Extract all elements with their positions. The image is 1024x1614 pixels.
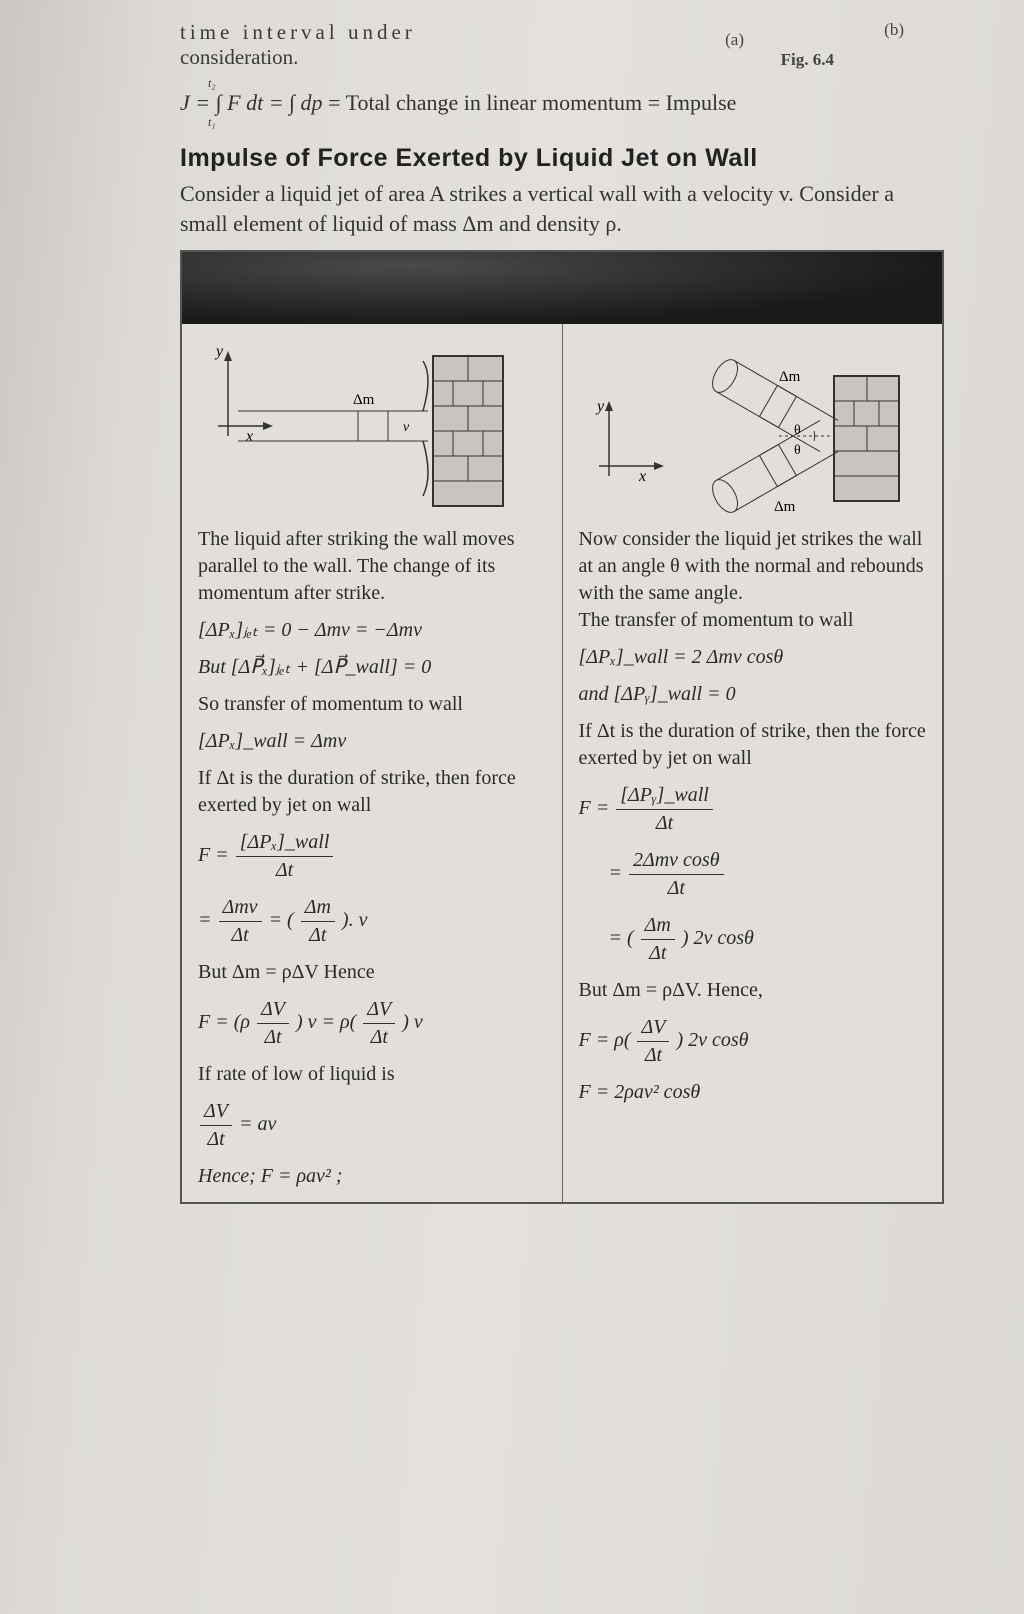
left-eq1: [ΔPₓ]ⱼₑₜ = 0 − Δmv = −Δmv: [198, 617, 546, 644]
req4-num: 2Δmv cosθ: [629, 847, 724, 875]
eq6-den2: Δt: [363, 1024, 395, 1051]
right-eq5: = ( ΔmΔt ) 2v cosθ: [609, 912, 927, 967]
box-top-bar: [182, 252, 942, 324]
svg-text:v: v: [403, 420, 410, 435]
left-diagram: y x Δm: [198, 336, 546, 516]
req5-post: ) 2v cosθ: [682, 927, 754, 949]
wall-bricks-right: [834, 376, 899, 501]
eq5-den2: Δt: [301, 922, 335, 949]
right-eq4: = 2Δmv cosθΔt: [609, 847, 927, 902]
req5-num: Δm: [641, 912, 675, 940]
svg-text:y: y: [595, 398, 605, 415]
right-eq6: F = ρ( ΔVΔt ) 2v cosθ: [579, 1014, 927, 1069]
dm-label-left: Δm: [353, 392, 375, 408]
req4-pre: =: [609, 862, 623, 884]
eq5-pre: =: [198, 909, 212, 931]
fig-caption: Fig. 6.4: [781, 50, 834, 70]
eq7-den: Δt: [200, 1126, 232, 1153]
right-column: y x: [563, 324, 943, 1202]
req6-den: Δt: [637, 1042, 669, 1069]
req3-lhs: F =: [579, 797, 610, 819]
fig-b-label: (b): [884, 20, 904, 40]
header-block: time interval under consideration. (a) (…: [180, 20, 944, 70]
left-p2: So transfer of momentum to wall: [198, 691, 546, 718]
impulse-lhs: J = ∫ F dt = ∫ dp: [180, 90, 323, 115]
eq6-mid: ) v = ρ(: [296, 1011, 356, 1033]
left-p3: If Δt is the duration of strike, then fo…: [198, 765, 546, 819]
req6-num: ΔV: [637, 1014, 669, 1042]
svg-text:Δm: Δm: [779, 369, 801, 385]
req3-num: [ΔPᵧ]_wall: [616, 782, 713, 810]
req6-post: ) 2v cosθ: [676, 1029, 748, 1051]
axis-x-label: x: [245, 428, 253, 445]
right-eq7: F = 2ρav² cosθ: [579, 1079, 927, 1106]
eq7-num: ΔV: [200, 1098, 232, 1126]
eq4-lhs: F =: [198, 844, 229, 866]
impulse-equation: t₂ t₁ J = ∫ F dt = ∫ dp = Total change i…: [180, 90, 944, 116]
right-p1: Now consider the liquid jet strikes the …: [579, 526, 927, 607]
fig-a-label: (a): [725, 30, 744, 50]
eq6-num2: ΔV: [363, 996, 395, 1024]
eq5-mid: = (: [269, 909, 294, 931]
columns: y x Δm: [182, 324, 942, 1202]
left-eq5: = ΔmvΔt = ( ΔmΔt ). v: [198, 894, 546, 949]
left-column: y x Δm: [182, 324, 563, 1202]
wall-bricks-left: [433, 356, 503, 506]
eq6-den1: Δt: [257, 1024, 289, 1051]
right-p2: The transfer of momentum to wall: [579, 607, 927, 634]
right-diagram: y x: [579, 336, 927, 516]
section-title: Impulse of Force Exerted by Liquid Jet o…: [180, 144, 944, 173]
derivation-box: y x Δm: [180, 250, 944, 1204]
eq6-post: ) v: [402, 1011, 423, 1033]
axis-y-label: y: [214, 343, 224, 360]
left-eq6: F = (ρ ΔVΔt ) v = ρ( ΔVΔt ) v: [198, 996, 546, 1051]
eq4-num: [ΔPₓ]_wall: [236, 829, 334, 857]
req3-den: Δt: [616, 810, 713, 837]
eq6-pre: F = (ρ: [198, 1011, 250, 1033]
svg-text:Δm: Δm: [774, 499, 796, 515]
left-p4: But Δm = ρΔV Hence: [198, 959, 546, 986]
req6-pre: F = ρ(: [579, 1029, 631, 1051]
int-upper-1: t₂: [208, 76, 216, 91]
right-p3: If Δt is the duration of strike, then th…: [579, 718, 927, 772]
right-p4: But Δm = ρΔV. Hence,: [579, 977, 927, 1004]
right-eq2: and [ΔPᵧ]_wall = 0: [579, 681, 927, 708]
eq6-num1: ΔV: [257, 996, 289, 1024]
left-eq3: [ΔPₓ]_wall = Δmv: [198, 728, 546, 755]
left-p1: The liquid after striking the wall moves…: [198, 526, 546, 607]
page-container: time interval under consideration. (a) (…: [0, 0, 1024, 1614]
int-lower-1: t₁: [208, 115, 216, 130]
left-p6: Hence; F = ρav² ;: [198, 1163, 546, 1190]
eq5-num1: Δmv: [219, 894, 262, 922]
section-intro: Consider a liquid jet of area A strikes …: [180, 179, 944, 238]
left-eq4: F = [ΔPₓ]_wallΔt: [198, 829, 546, 884]
eq5-num2: Δm: [301, 894, 335, 922]
svg-text:θ: θ: [794, 443, 801, 458]
req5-pre: = (: [609, 927, 634, 949]
eq7-rhs: = av: [239, 1113, 276, 1135]
top-line-1: time interval under: [180, 20, 944, 45]
left-p5: If rate of low of liquid is: [198, 1061, 546, 1088]
left-eq2: But [ΔP⃗ₓ]ⱼₑₜ + [ΔP⃗_wall] = 0: [198, 654, 546, 681]
right-eq3: F = [ΔPᵧ]_wallΔt: [579, 782, 927, 837]
req4-den: Δt: [629, 875, 724, 902]
impulse-rhs: = Total change in linear momentum = Impu…: [328, 90, 736, 115]
req5-den: Δt: [641, 940, 675, 967]
eq5-post: ). v: [342, 909, 368, 931]
right-eq1: [ΔPₓ]_wall = 2 Δmv cosθ: [579, 644, 927, 671]
svg-text:x: x: [638, 468, 646, 485]
left-eq7: ΔVΔt = av: [198, 1098, 546, 1153]
eq4-den: Δt: [236, 857, 334, 884]
eq5-den1: Δt: [219, 922, 262, 949]
